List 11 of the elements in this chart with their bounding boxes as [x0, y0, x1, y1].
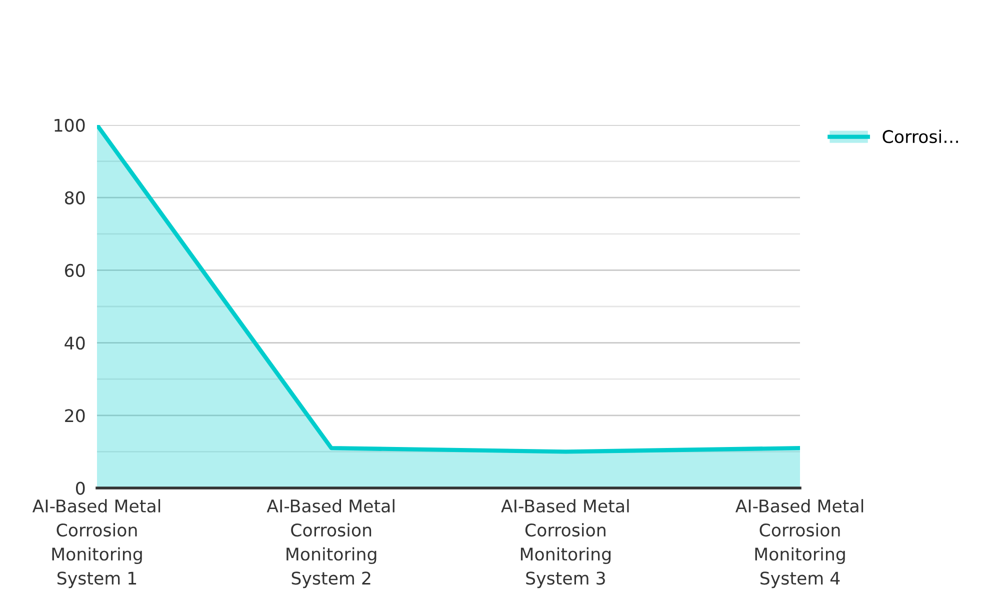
- y-tick-label: 60: [65, 264, 85, 278]
- legend-label: Corrosi…: [882, 130, 958, 144]
- y-tick-label: 80: [64, 191, 85, 204]
- y-tick-label: 0: [76, 482, 85, 495]
- x-tick-label: AI-Based Metal Corrosion Monitoring System 3: [501, 499, 629, 588]
- x-tick-label: AI-Based Metal Corrosion Monitoring System 2: [266, 499, 394, 588]
- y-tick-label: 40: [64, 336, 85, 350]
- x-tick-label: AI-Based Metal Corrosion Monitoring System 4: [735, 499, 864, 588]
- y-tick-label: 20: [65, 409, 85, 422]
- y-tick-label: 100: [54, 118, 85, 132]
- x-tick-label: AI-Based Metal Corrosion Monitoring System 1: [32, 499, 160, 588]
